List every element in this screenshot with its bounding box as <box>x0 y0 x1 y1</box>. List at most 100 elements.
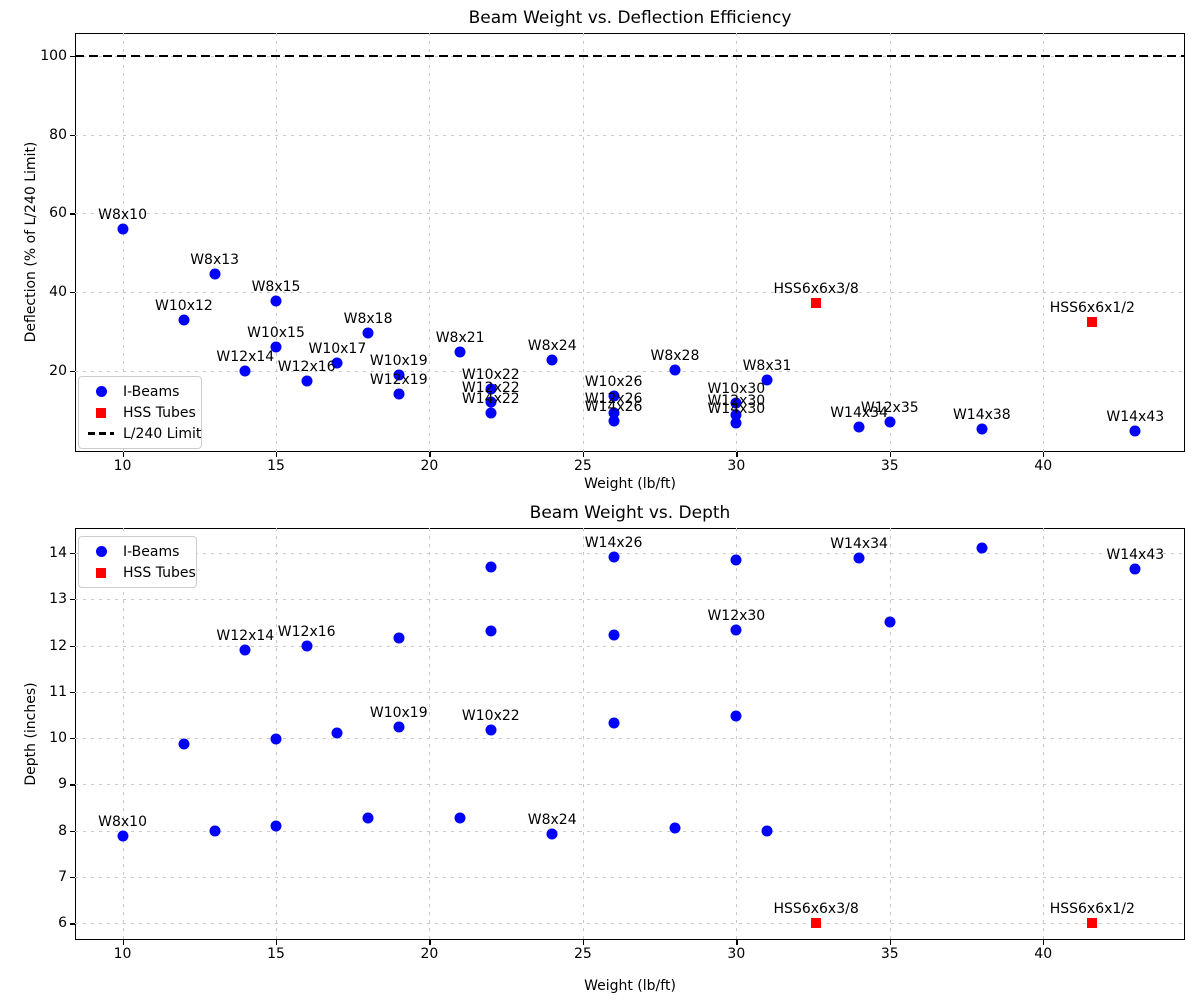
x-tick-mark <box>276 452 278 457</box>
point-label-w10x22: W10x22 <box>461 708 520 725</box>
data-point-w14x34 <box>853 552 865 564</box>
point-label-w8x24: W8x24 <box>527 337 577 354</box>
gridline-y-80 <box>75 134 1185 136</box>
deflection-chart-title: Beam Weight vs. Deflection Efficiency <box>468 8 792 28</box>
data-point-w8x13 <box>209 825 221 837</box>
legend-marker <box>88 432 114 435</box>
point-label-w8x10: W8x10 <box>98 813 147 830</box>
point-label-w14x26: W14x26 <box>584 398 643 415</box>
gridline-y-9 <box>75 784 1185 786</box>
data-point-w8x21 <box>454 346 466 358</box>
point-label-w8x10: W8x10 <box>98 207 147 224</box>
limit-line <box>75 54 1185 58</box>
data-point-w10x15 <box>270 341 282 353</box>
point-label-w12x14: W12x14 <box>216 348 275 365</box>
x-tick-label: 15 <box>267 458 285 474</box>
data-point-w12x35 <box>884 416 896 428</box>
data-point-w12x22 <box>485 625 497 637</box>
data-point-w8x18 <box>362 812 374 824</box>
data-point-w14x43 <box>1129 563 1141 575</box>
point-label-w10x19: W10x19 <box>369 352 428 369</box>
x-tick-label: 40 <box>1034 458 1053 474</box>
point-label-w8x24: W8x24 <box>527 811 577 828</box>
gridline-y-10 <box>75 738 1185 740</box>
gridline-x-20 <box>429 33 431 452</box>
gridline-x-15 <box>276 33 277 452</box>
legend-label: HSS Tubes <box>123 404 196 421</box>
x-tick-mark <box>889 940 891 945</box>
square-marker-icon <box>88 407 114 418</box>
x-tick-mark <box>582 940 585 945</box>
y-tick-label: 80 <box>49 126 67 143</box>
y-tick-mark <box>70 877 75 879</box>
data-point-w8x18 <box>362 327 374 339</box>
data-point-w14x38 <box>976 423 988 435</box>
point-label-w14x26: W14x26 <box>584 535 643 552</box>
data-point-w12x26 <box>608 629 620 641</box>
data-point-w12x30 <box>730 409 742 421</box>
legend-marker <box>95 386 107 397</box>
point-label-w12x19: W12x19 <box>369 371 428 388</box>
gridline-y-11 <box>75 691 1185 693</box>
point-label-w12x16: W12x16 <box>277 624 336 641</box>
y-tick-label: 9 <box>58 776 67 793</box>
gridline-y-8 <box>75 830 1185 832</box>
point-label-w12x30: W12x30 <box>707 392 766 409</box>
data-point-w10x15 <box>270 733 282 745</box>
gridline-x-35 <box>889 528 891 940</box>
point-label-w8x15: W8x15 <box>251 279 301 296</box>
data-point-w14x22 <box>485 561 497 573</box>
deflection-chart-xlabel: Weight (lb/ft) <box>584 476 676 492</box>
gridline-y-12 <box>75 645 1185 647</box>
point-label-w8x18: W8x18 <box>343 311 393 328</box>
x-tick-mark <box>122 940 124 945</box>
data-point-w14x34 <box>853 421 865 433</box>
gridline-x-20 <box>429 528 431 940</box>
gridline-y-13 <box>75 599 1185 601</box>
y-tick-label: 60 <box>49 205 67 222</box>
y-tick-label: 100 <box>40 47 67 64</box>
data-point-w12x19 <box>393 632 405 644</box>
data-point-w8x24 <box>546 354 558 366</box>
data-point-hss6x6x1/2 <box>1087 316 1098 327</box>
y-tick-mark <box>70 552 75 555</box>
y-tick-mark <box>70 645 75 647</box>
point-label-w14x43: W14x43 <box>1106 408 1165 425</box>
point-label-w10x12: W10x12 <box>155 298 213 315</box>
point-label-w14x34: W14x34 <box>830 404 888 421</box>
legend-label: L/240 Limit <box>123 425 202 442</box>
data-point-w10x17 <box>331 357 343 369</box>
y-tick-label: 11 <box>49 683 67 700</box>
y-tick-mark <box>70 55 75 58</box>
y-tick-label: 6 <box>58 915 67 932</box>
data-point-w10x26 <box>608 390 620 402</box>
data-point-w12x16 <box>301 375 313 387</box>
data-point-w10x12 <box>178 738 190 750</box>
x-tick-label: 20 <box>420 458 439 474</box>
data-point-w14x26 <box>608 551 620 563</box>
data-point-w10x22 <box>485 724 497 736</box>
point-label-w12x35: W12x35 <box>860 400 919 417</box>
legend-entry-hss-tubes: HSS Tubes <box>79 402 201 423</box>
data-point-w14x38 <box>976 542 988 554</box>
x-tick-label: 40 <box>1034 946 1053 962</box>
gridline-x-40 <box>1043 33 1045 452</box>
x-tick-label: 10 <box>113 946 132 962</box>
legend-marker <box>96 407 106 418</box>
data-point-w8x28 <box>669 364 681 376</box>
deflection-plot-area <box>75 33 1185 452</box>
depth-plot-area <box>75 528 1185 940</box>
point-label-w12x30: W12x30 <box>707 607 766 624</box>
legend-label: I-Beams <box>123 543 180 560</box>
y-tick-mark <box>70 370 75 373</box>
y-tick-mark <box>70 134 75 136</box>
legend-label: I-Beams <box>123 383 180 400</box>
data-point-w12x30 <box>730 624 742 636</box>
gridline-x-25 <box>582 528 584 940</box>
data-point-w12x14 <box>239 365 251 377</box>
data-point-w10x26 <box>608 717 620 729</box>
point-label-w10x15: W10x15 <box>247 324 305 341</box>
y-tick-mark <box>70 784 75 786</box>
data-point-w10x22 <box>485 383 497 395</box>
point-label-w14x34: W14x34 <box>830 535 888 552</box>
